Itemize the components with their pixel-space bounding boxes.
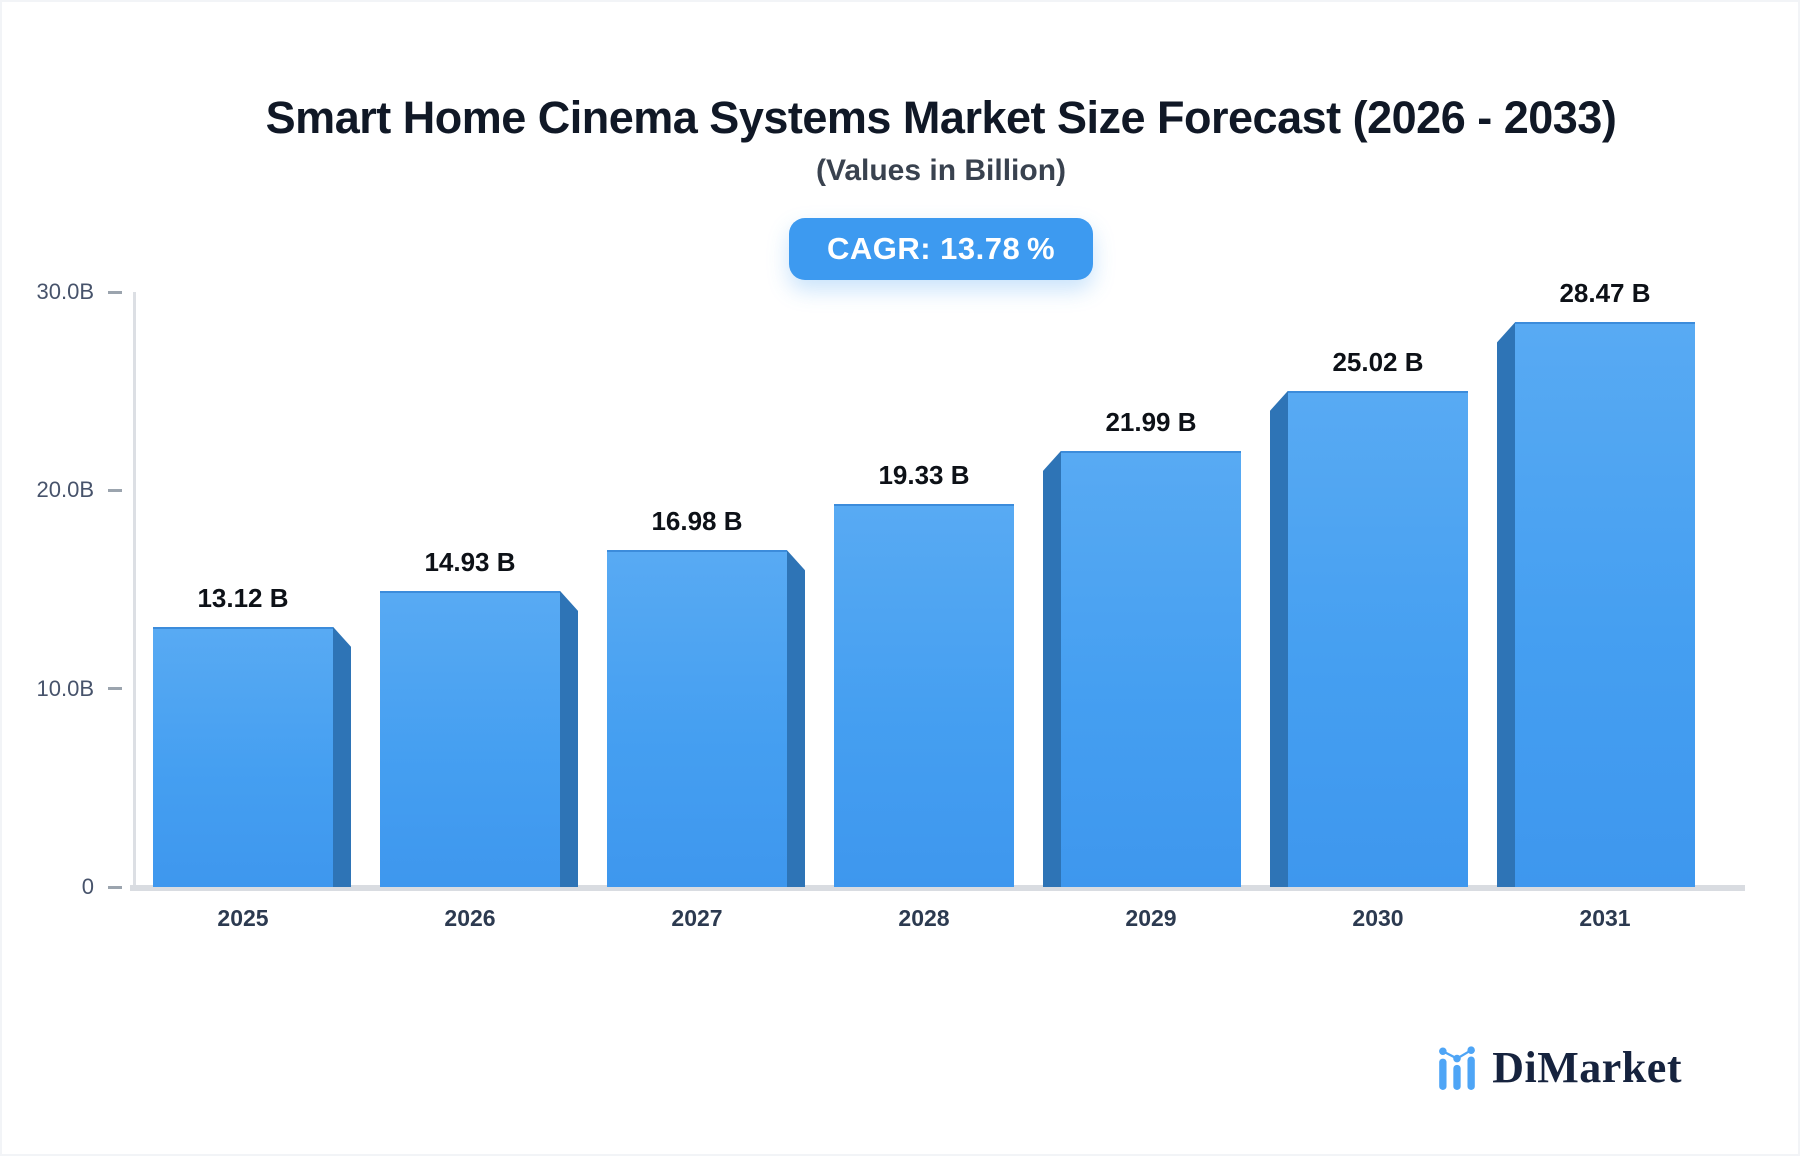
chart-header: Smart Home Cinema Systems Market Size Fo…: [137, 92, 1745, 280]
x-axis-label: 2026: [444, 905, 496, 931]
chart-title: Smart Home Cinema Systems Market Size Fo…: [265, 92, 1617, 143]
x-axis-label: 2025: [217, 905, 269, 931]
brand-logo: DiMarket: [1437, 1042, 1682, 1093]
bar-side-face: [787, 550, 805, 887]
bar-2030: [1288, 390, 1468, 887]
brand-name: DiMarket: [1492, 1043, 1682, 1092]
bar-2026: [380, 590, 560, 887]
bar-2031: [1515, 322, 1695, 887]
bar-value-label: 19.33 B: [878, 459, 970, 490]
bar-line-chart-icon: [1437, 1045, 1477, 1090]
bar-side-face: [333, 626, 351, 887]
bar-value-label: 14.93 B: [424, 546, 516, 577]
y-axis-tick-mark: [108, 290, 122, 294]
y-axis-tick-label: 10.0B: [36, 675, 95, 701]
y-axis-tick-mark: [108, 687, 122, 691]
bar-side-face: [1043, 450, 1061, 887]
y-axis-tick-label: 0: [81, 874, 94, 899]
x-axis-label: 2031: [1579, 905, 1631, 931]
bar-side-face: [1270, 390, 1288, 887]
y-axis-line: [133, 292, 136, 887]
bar-side-face: [560, 590, 578, 887]
bar-2027: [607, 550, 787, 887]
x-axis-line: [130, 885, 1745, 891]
bar-value-label: 25.02 B: [1332, 346, 1424, 377]
bar-value-label: 21.99 B: [1105, 406, 1197, 437]
cagr-badge: CAGR: 13.78 %: [788, 217, 1094, 280]
bar-2028: [834, 503, 1014, 887]
bar-value-label: 16.98 B: [651, 506, 743, 537]
x-axis-label: 2028: [898, 905, 950, 931]
x-axis-label: 2027: [671, 905, 723, 931]
bar-2025: [153, 626, 333, 887]
bar-2029: [1061, 450, 1241, 887]
bar-side-face: [1497, 322, 1515, 887]
bar-value-label: 13.12 B: [197, 582, 289, 613]
y-axis-tick-mark: [108, 885, 122, 889]
bar-value-label: 28.47 B: [1559, 278, 1651, 309]
chart-subtitle: (Values in Billion): [815, 153, 1067, 187]
x-axis-label: 2030: [1352, 905, 1404, 931]
y-axis-tick-label: 20.0B: [36, 477, 95, 503]
x-axis-label: 2029: [1125, 905, 1177, 931]
y-axis-tick-label: 30.0B: [36, 279, 95, 304]
y-axis-tick-mark: [108, 488, 122, 492]
